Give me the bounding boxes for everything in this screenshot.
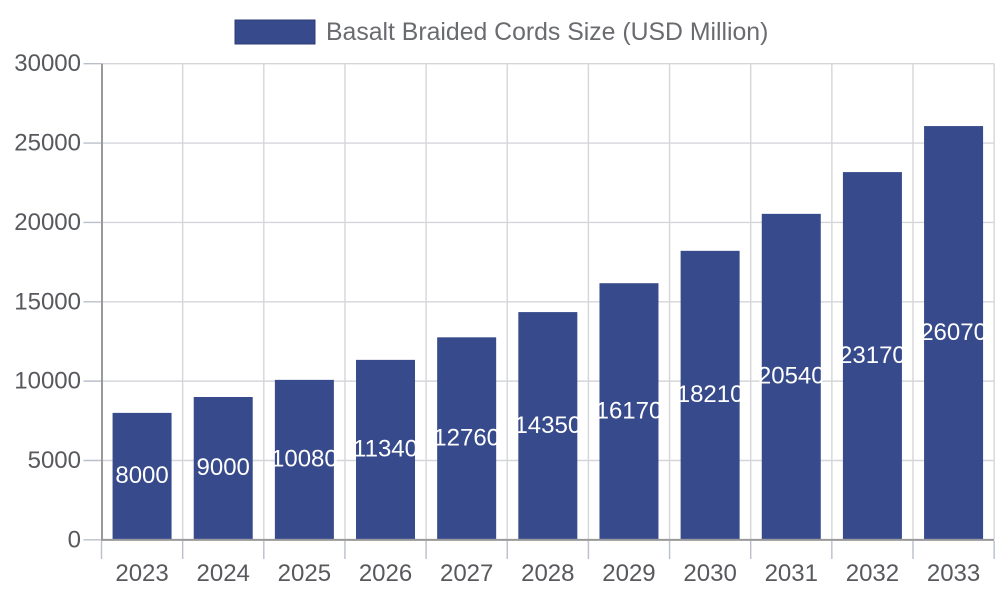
svg-text:30000: 30000: [14, 50, 81, 77]
svg-text:23170: 23170: [839, 342, 906, 369]
svg-text:10080: 10080: [271, 446, 338, 473]
svg-text:25000: 25000: [14, 130, 81, 157]
svg-text:2026: 2026: [359, 560, 412, 587]
svg-text:9000: 9000: [197, 454, 250, 481]
svg-text:2030: 2030: [683, 560, 736, 587]
svg-text:2028: 2028: [521, 560, 574, 587]
svg-text:26070: 26070: [920, 319, 987, 346]
svg-text:5000: 5000: [28, 447, 81, 474]
svg-text:14350: 14350: [514, 412, 581, 439]
svg-text:15000: 15000: [14, 288, 81, 315]
svg-text:11340: 11340: [353, 436, 418, 463]
svg-text:8000: 8000: [115, 462, 168, 489]
svg-text:18210: 18210: [677, 381, 744, 408]
svg-text:16170: 16170: [596, 397, 663, 424]
svg-text:20540: 20540: [758, 363, 825, 390]
svg-text:20000: 20000: [14, 209, 81, 236]
svg-text:2023: 2023: [115, 560, 168, 587]
svg-text:2033: 2033: [927, 560, 980, 587]
svg-text:2027: 2027: [440, 560, 493, 587]
svg-text:2029: 2029: [602, 560, 655, 587]
svg-text:2032: 2032: [846, 560, 899, 587]
svg-text:Basalt Braided Cords Size (USD: Basalt Braided Cords Size (USD Million): [326, 19, 768, 46]
svg-text:12760: 12760: [433, 424, 500, 451]
svg-text:2025: 2025: [278, 560, 331, 587]
svg-text:0: 0: [68, 526, 81, 553]
svg-text:10000: 10000: [14, 368, 81, 395]
svg-text:2024: 2024: [197, 560, 250, 587]
svg-text:2031: 2031: [765, 560, 818, 587]
